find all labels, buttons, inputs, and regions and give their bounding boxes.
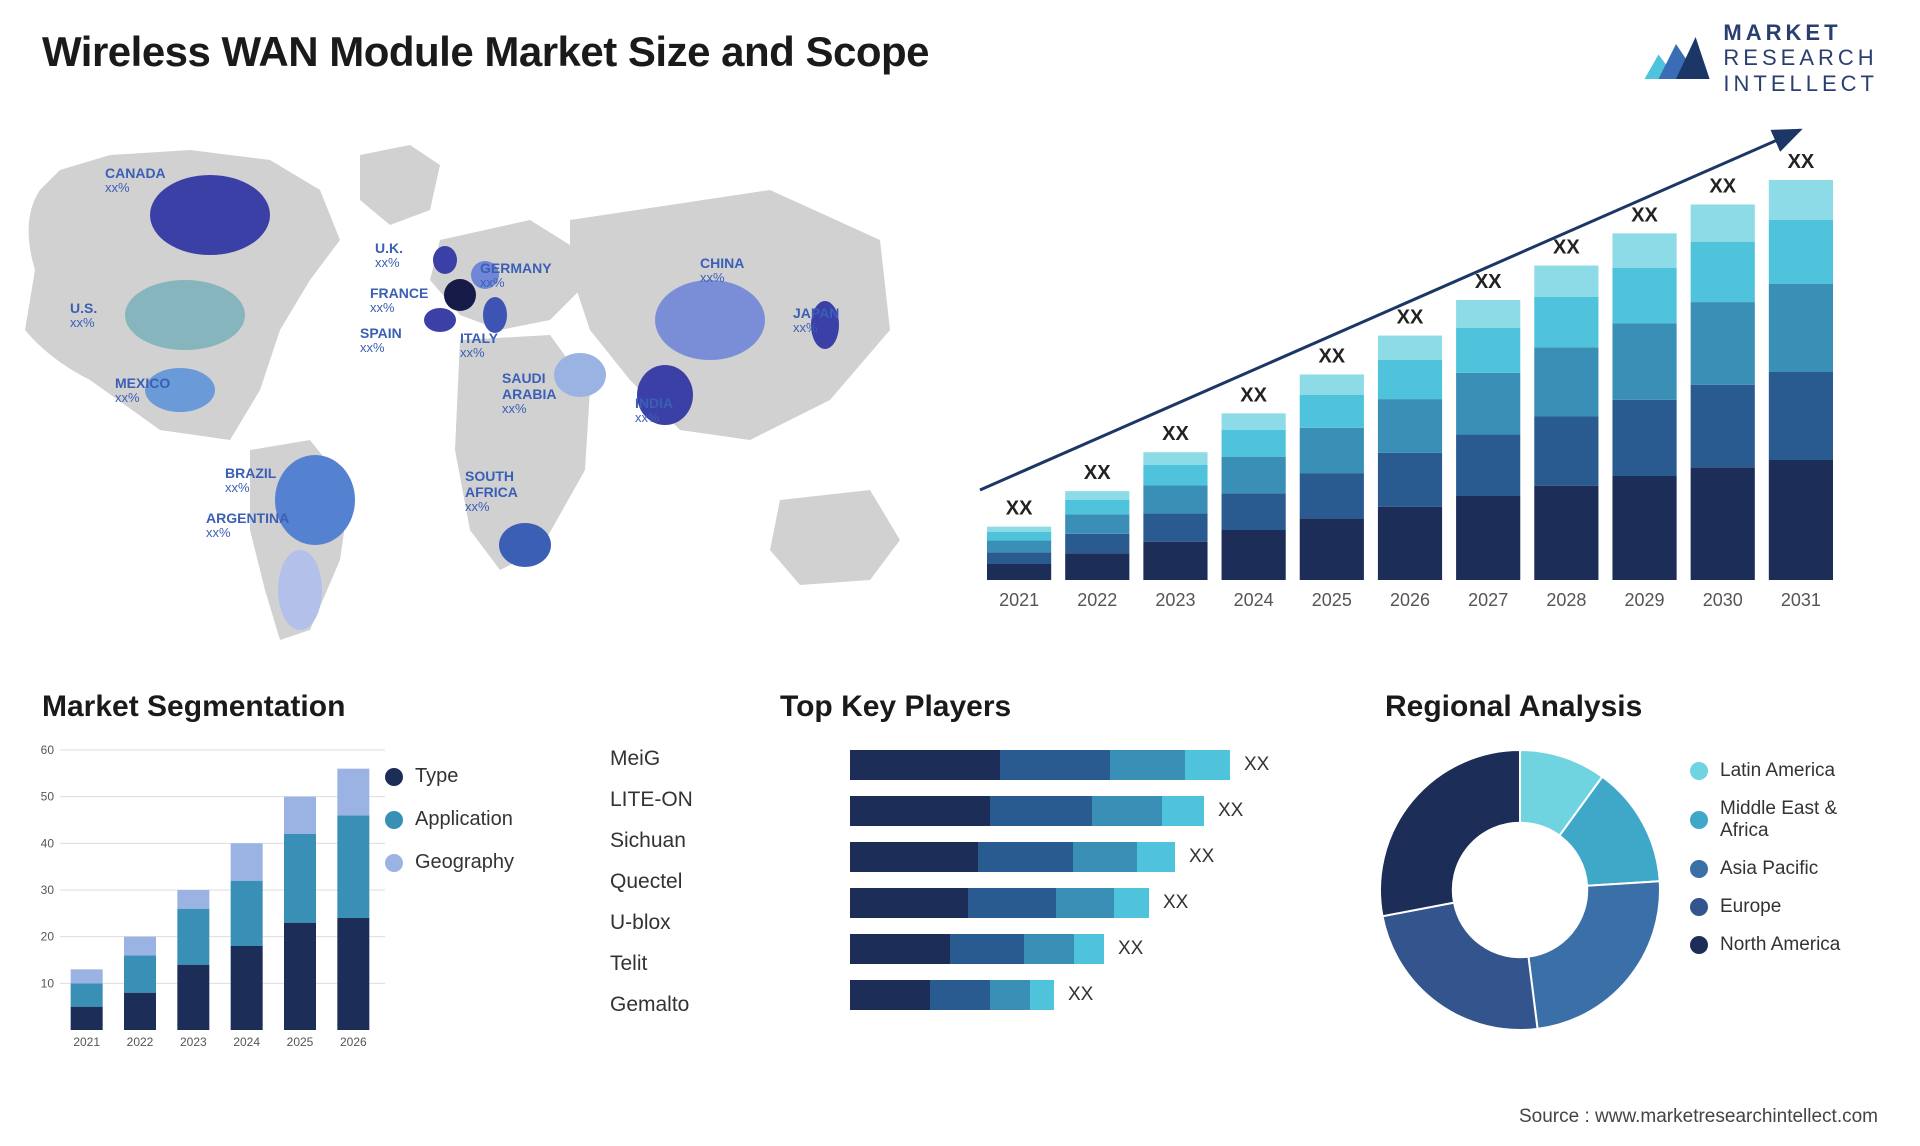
legend-item: Application [385,808,514,831]
svg-text:50: 50 [41,790,55,804]
svg-text:2021: 2021 [999,590,1039,610]
hero-bar-chart: XX 2021 XX 2022 XX 2023 XX 2024 XX 2025 XX 2026 XX 20… [960,120,1860,640]
svg-text:XX: XX [1709,175,1736,197]
svg-text:20: 20 [41,930,55,944]
svg-text:2027: 2027 [1468,590,1508,610]
country-label: FRANCExx% [370,285,428,316]
svg-text:2024: 2024 [233,1035,260,1049]
legend-item: Geography [385,851,514,874]
svg-text:2021: 2021 [73,1035,100,1049]
legend-item: Asia Pacific [1690,858,1840,880]
player-name: Telit [610,943,750,984]
country-label: SPAINxx% [360,325,402,356]
logo-text: MARKET RESEARCH INTELLECT [1723,20,1878,96]
player-bar: XX [850,842,1310,872]
legend-item: Europe [1690,896,1840,918]
svg-text:2022: 2022 [1077,590,1117,610]
player-bar: XX [850,980,1310,1010]
player-bar: XX [850,888,1310,918]
player-name: Quectel [610,861,750,902]
svg-text:2031: 2031 [1781,590,1821,610]
player-name: U-blox [610,902,750,943]
legend-item: Middle East &Africa [1690,798,1840,842]
country-label: SOUTHAFRICAxx% [465,468,518,515]
player-name: Sichuan [610,820,750,861]
svg-text:2025: 2025 [287,1035,314,1049]
country-label: ITALYxx% [460,330,498,361]
svg-text:XX: XX [1318,345,1345,367]
regional-legend: Latin America Middle East &Africa Asia Pac… [1690,760,1840,972]
legend-item: North America [1690,934,1840,956]
player-name: MeiG [610,738,750,779]
segmentation-heading: Market Segmentation [42,690,345,724]
country-label: GERMANYxx% [480,260,552,291]
player-bar: XX [850,934,1310,964]
country-label: INDIAxx% [635,395,673,426]
svg-text:2023: 2023 [180,1035,207,1049]
svg-text:10: 10 [41,976,55,990]
country-label: ARGENTINAxx% [206,510,289,541]
player-name: LITE-ON [610,779,750,820]
regional-donut [1370,740,1670,1040]
svg-text:XX: XX [1162,423,1189,445]
svg-text:2024: 2024 [1234,590,1274,610]
legend-item: Type [385,765,514,788]
logo-icon [1641,28,1711,88]
source-label: Source : www.marketresearchintellect.com [1519,1106,1878,1128]
svg-text:2026: 2026 [340,1035,367,1049]
player-name: Gemalto [610,984,750,1025]
svg-text:XX: XX [1788,151,1815,173]
svg-text:XX: XX [1006,498,1033,520]
svg-text:60: 60 [41,743,55,757]
svg-text:XX: XX [1475,271,1502,293]
brand-logo: MARKET RESEARCH INTELLECT [1641,20,1878,96]
svg-text:2022: 2022 [127,1035,154,1049]
page-title: Wireless WAN Module Market Size and Scop… [42,28,929,76]
world-map: CANADAxx% U.S.xx% MEXICOxx% BRAZILxx% ARGENT… [10,130,930,660]
player-bar: XX [850,750,1310,780]
regional-heading: Regional Analysis [1385,690,1642,724]
svg-text:2029: 2029 [1625,590,1665,610]
key-players-heading: Top Key Players [780,690,1011,724]
svg-text:2030: 2030 [1703,590,1743,610]
player-bar: XX [850,796,1310,826]
country-label: BRAZILxx% [225,465,276,496]
legend-item: Latin America [1690,760,1840,782]
svg-text:XX: XX [1084,462,1111,484]
country-label: U.S.xx% [70,300,97,331]
country-label: SAUDIARABIAxx% [502,370,556,417]
svg-text:40: 40 [41,836,55,850]
segmentation-legend: Type Application Geography [385,765,514,894]
country-label: U.K.xx% [375,240,403,271]
country-label: JAPANxx% [793,305,839,336]
players-bars: XX XX XX XX XX XX [850,750,1310,1026]
svg-text:2023: 2023 [1155,590,1195,610]
country-label: CHINAxx% [700,255,744,286]
svg-text:30: 30 [41,883,55,897]
svg-text:2025: 2025 [1312,590,1352,610]
country-label: MEXICOxx% [115,375,170,406]
players-list: MeiGLITE-ONSichuanQuectelU-bloxTelitGema… [610,738,750,1025]
country-label: CANADAxx% [105,165,166,196]
svg-text:XX: XX [1553,237,1580,259]
segmentation-chart: 10 20 30 40 50 60 2021 2022 2023 2024 2025 2026 [25,740,385,1060]
svg-text:2026: 2026 [1390,590,1430,610]
svg-text:2028: 2028 [1546,590,1586,610]
svg-text:XX: XX [1397,307,1424,329]
svg-text:XX: XX [1631,204,1658,226]
svg-text:XX: XX [1240,384,1267,406]
